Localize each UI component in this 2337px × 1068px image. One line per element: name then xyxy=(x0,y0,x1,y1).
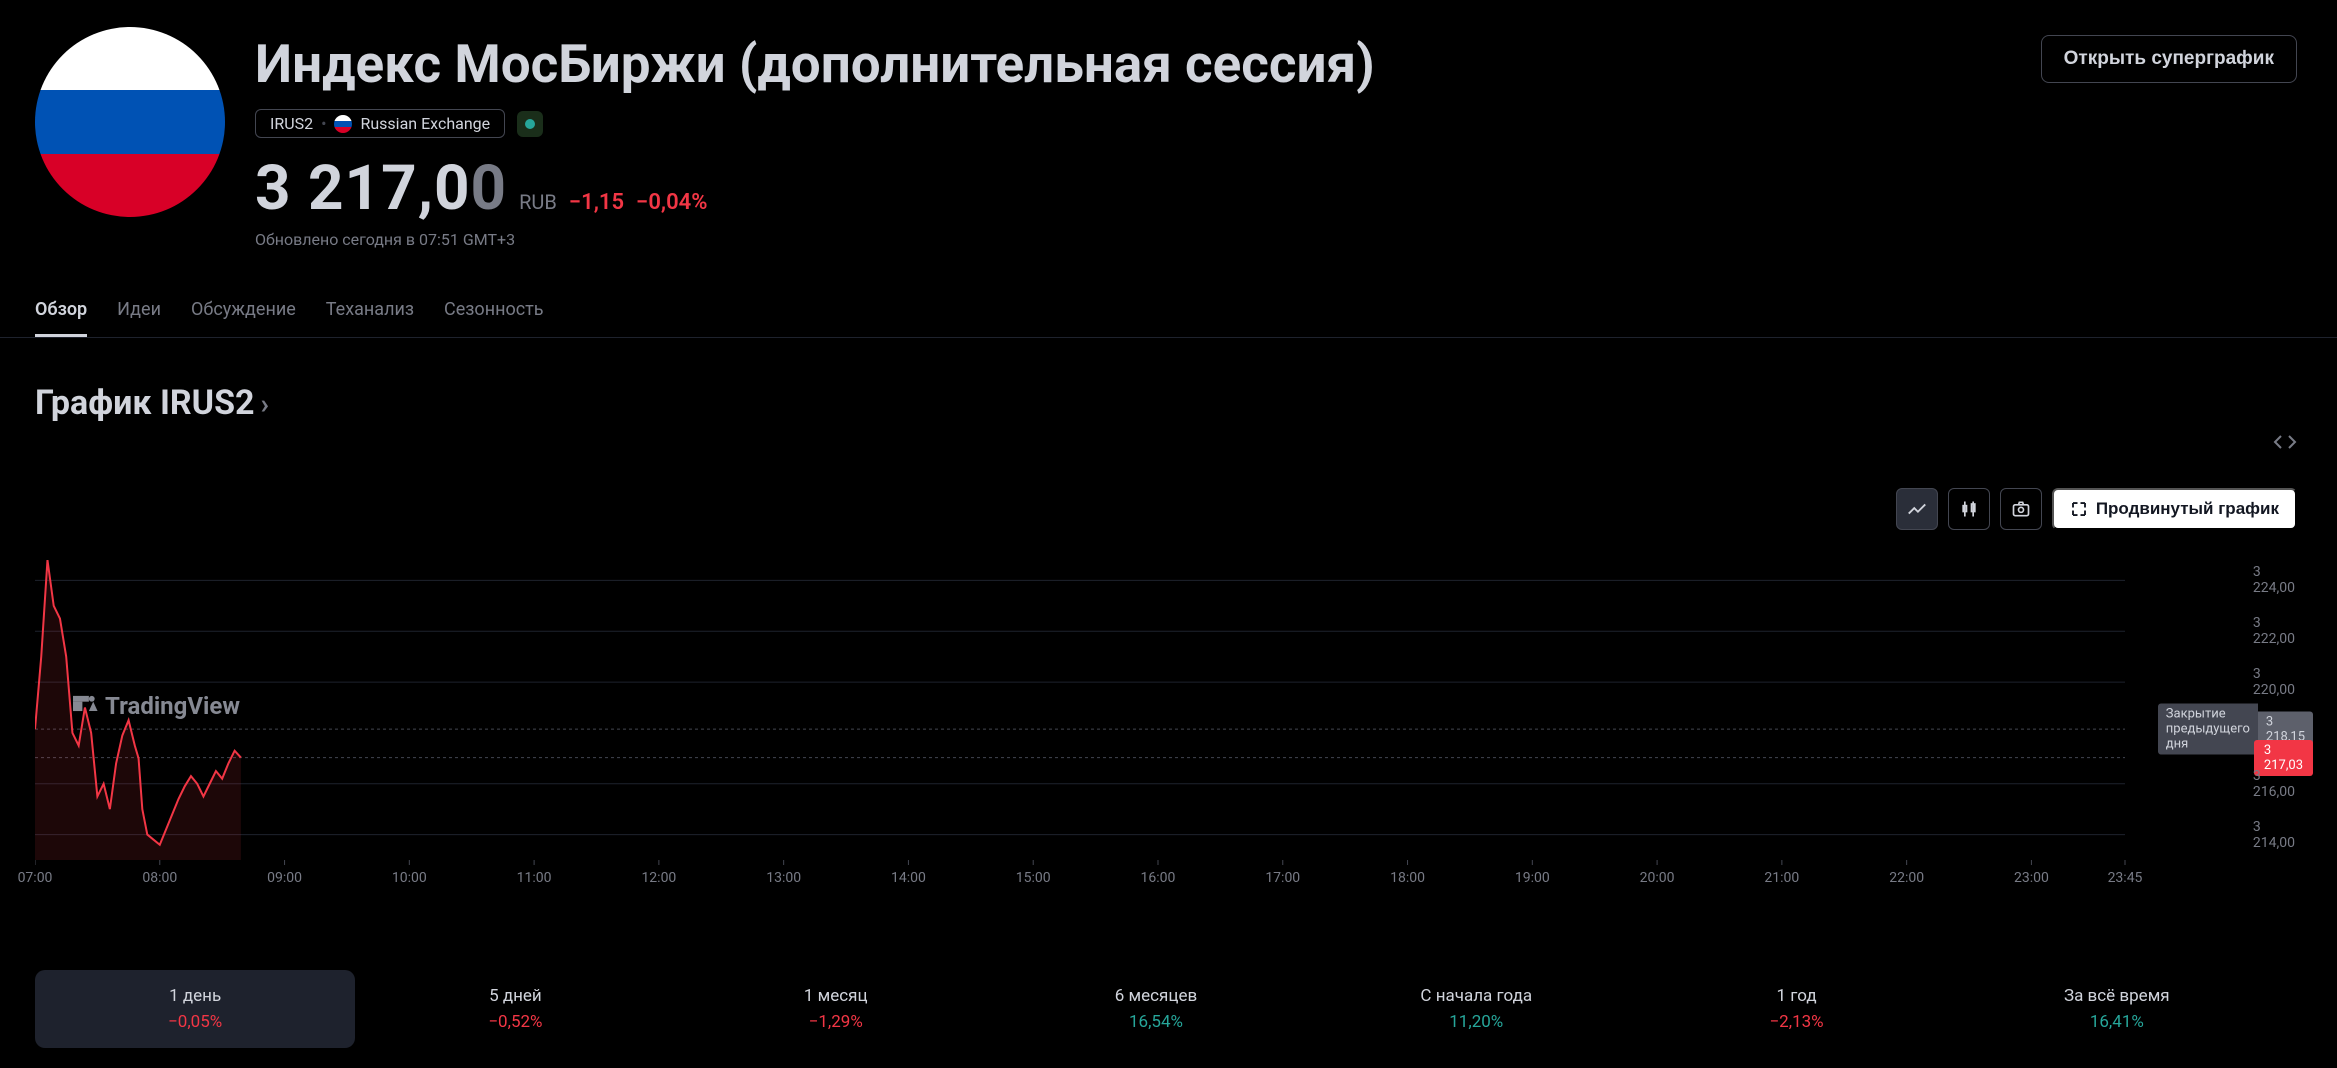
embed-icon[interactable] xyxy=(2273,430,2297,460)
ticker-exchange-pill[interactable]: IRUS2 • Russian Exchange xyxy=(255,109,505,138)
chevron-right-icon: › xyxy=(261,387,269,420)
x-axis-label: 14:00 xyxy=(891,870,926,886)
ticker-symbol: IRUS2 xyxy=(270,114,313,133)
x-axis-label: 12:00 xyxy=(641,870,676,886)
x-axis-label: 16:00 xyxy=(1141,870,1176,886)
period-change: 16,54% xyxy=(996,1012,1316,1032)
market-status-icon xyxy=(517,111,543,137)
open-supergraph-button[interactable]: Открыть суперграфик xyxy=(2041,35,2297,83)
period-button[interactable]: 1 год −2,13% xyxy=(1636,970,1956,1048)
y-axis-label: 3 220,00 xyxy=(2253,666,2295,698)
price-updated: Обновлено сегодня в 07:51 GMT+3 xyxy=(255,230,2302,249)
chart-area[interactable]: 3 224,003 222,003 220,00Закрытие предыду… xyxy=(35,555,2277,890)
x-axis-label: 15:00 xyxy=(1016,870,1051,886)
x-axis-label: 20:00 xyxy=(1640,870,1675,886)
x-axis-label: 09:00 xyxy=(267,870,302,886)
chart-type-line-button[interactable] xyxy=(1896,488,1938,530)
period-change: 11,20% xyxy=(1316,1012,1636,1032)
x-axis-label: 08:00 xyxy=(142,870,177,886)
x-axis-label: 10:00 xyxy=(392,870,427,886)
page-title: Индекс МосБиржи (дополнительная сессия) xyxy=(255,33,2302,95)
period-label: 5 дней xyxy=(355,986,675,1006)
x-axis-label: 19:00 xyxy=(1515,870,1550,886)
price-change-pct: −0,04% xyxy=(636,190,707,215)
tab-теханализ[interactable]: Теханализ xyxy=(326,289,414,337)
period-change: −0,52% xyxy=(355,1012,675,1032)
period-button[interactable]: 6 месяцев 16,54% xyxy=(996,970,1316,1048)
advanced-chart-button[interactable]: Продвинутый график xyxy=(2052,488,2297,530)
exchange-name: Russian Exchange xyxy=(360,114,490,133)
tab-обсуждение[interactable]: Обсуждение xyxy=(191,289,296,337)
exchange-flag-icon xyxy=(334,115,352,133)
y-axis-label: 3 216,00 xyxy=(2253,768,2295,800)
period-label: 1 день xyxy=(35,986,355,1006)
y-axis-label: 3 224,00 xyxy=(2253,564,2295,596)
period-button[interactable]: 1 день −0,05% xyxy=(35,970,355,1048)
x-axis-label: 17:00 xyxy=(1265,870,1300,886)
price-currency: RUB xyxy=(519,190,557,214)
advanced-chart-label: Продвинутый график xyxy=(2096,499,2279,519)
period-label: 1 год xyxy=(1636,986,1956,1006)
chart-toolbar: Продвинутый график xyxy=(1896,488,2297,530)
x-axis-label: 22:00 xyxy=(1889,870,1924,886)
snapshot-button[interactable] xyxy=(2000,488,2042,530)
symbol-flag-icon xyxy=(35,27,225,217)
period-selector: 1 день −0,05%5 дней −0,52%1 месяц −1,29%6 м… xyxy=(35,970,2277,1048)
x-axis-label: 23:45 xyxy=(2108,870,2143,886)
chart-type-candles-button[interactable] xyxy=(1948,488,1990,530)
period-button[interactable]: 1 месяц −1,29% xyxy=(676,970,996,1048)
period-button[interactable]: С начала года 11,20% xyxy=(1316,970,1636,1048)
x-axis-label: 11:00 xyxy=(517,870,552,886)
chart-section-title[interactable]: График IRUS2 › xyxy=(0,338,2337,423)
period-change: 16,41% xyxy=(1957,1012,2277,1032)
period-label: 6 месяцев xyxy=(996,986,1316,1006)
price-change-abs: −1,15 xyxy=(569,190,624,215)
tab-идеи[interactable]: Идеи xyxy=(117,289,161,337)
tradingview-logo: TradingView xyxy=(73,692,240,720)
main-tabs: Обзор Идеи Обсуждение Теханализ Сезонность xyxy=(0,289,2337,338)
x-axis-label: 23:00 xyxy=(2014,870,2049,886)
period-label: 1 месяц xyxy=(676,986,996,1006)
x-axis-label: 21:00 xyxy=(1764,870,1799,886)
period-button[interactable]: За всё время 16,41% xyxy=(1957,970,2277,1048)
period-change: −1,29% xyxy=(676,1012,996,1032)
y-axis-label: 3 214,00 xyxy=(2253,819,2295,851)
period-change: −0,05% xyxy=(35,1012,355,1032)
period-change: −2,13% xyxy=(1636,1012,1956,1032)
period-button[interactable]: 5 дней −0,52% xyxy=(355,970,675,1048)
y-axis-label: 3 222,00 xyxy=(2253,615,2295,647)
tab-сезонность[interactable]: Сезонность xyxy=(444,289,544,337)
x-axis-label: 07:00 xyxy=(18,870,53,886)
period-label: За всё время xyxy=(1957,986,2277,1006)
period-label: С начала года xyxy=(1316,986,1636,1006)
x-axis-label: 18:00 xyxy=(1390,870,1425,886)
tab-обзор[interactable]: Обзор xyxy=(35,289,87,337)
x-axis-label: 13:00 xyxy=(766,870,801,886)
header: Индекс МосБиржи (дополнительная сессия) … xyxy=(0,0,2337,249)
header-info: Индекс МосБиржи (дополнительная сессия) … xyxy=(255,25,2302,249)
price-value: 3 217,00 xyxy=(255,158,507,220)
